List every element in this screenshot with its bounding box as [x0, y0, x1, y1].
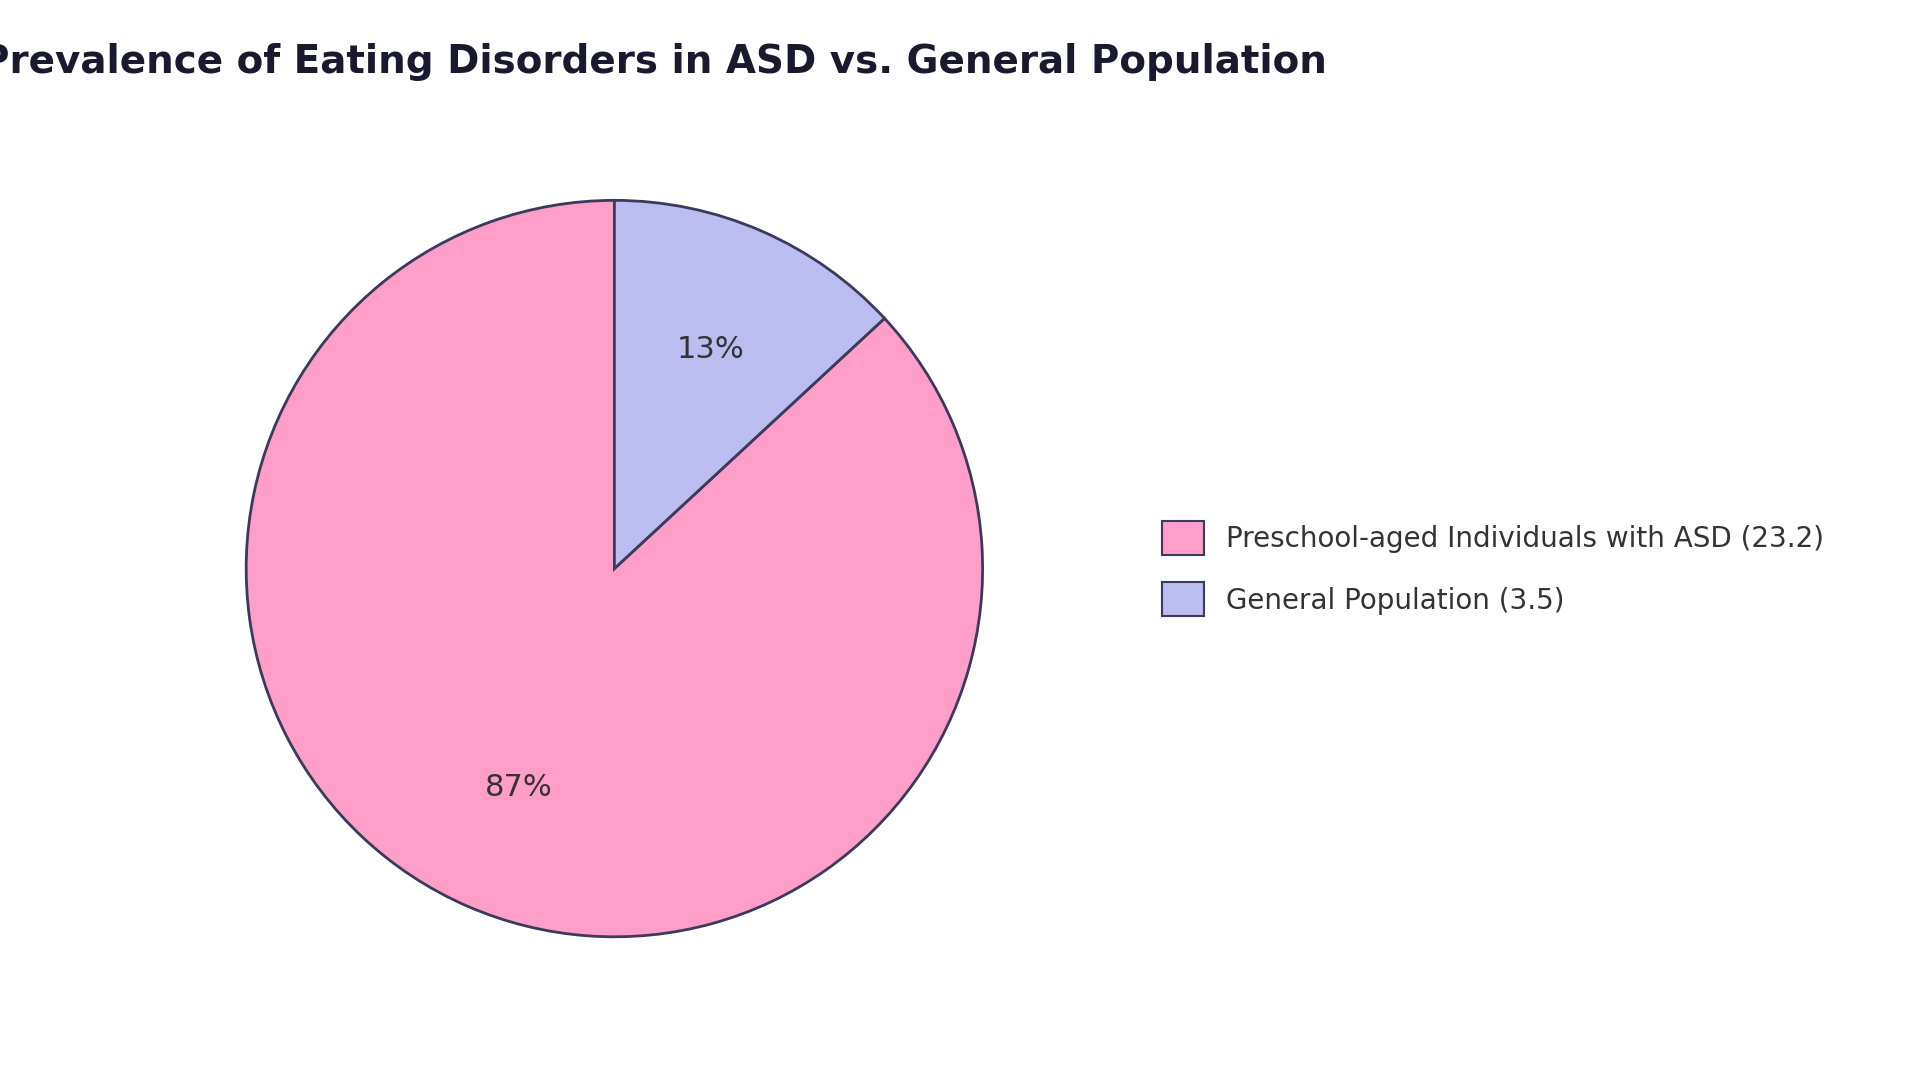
Text: 13%: 13% — [676, 335, 745, 364]
Legend: Preschool-aged Individuals with ASD (23.2), General Population (3.5): Preschool-aged Individuals with ASD (23.… — [1135, 493, 1853, 644]
Text: 87%: 87% — [484, 773, 553, 803]
Wedge shape — [614, 200, 885, 569]
Wedge shape — [246, 200, 983, 937]
Text: Prevalence of Eating Disorders in ASD vs. General Population: Prevalence of Eating Disorders in ASD vs… — [0, 43, 1327, 81]
